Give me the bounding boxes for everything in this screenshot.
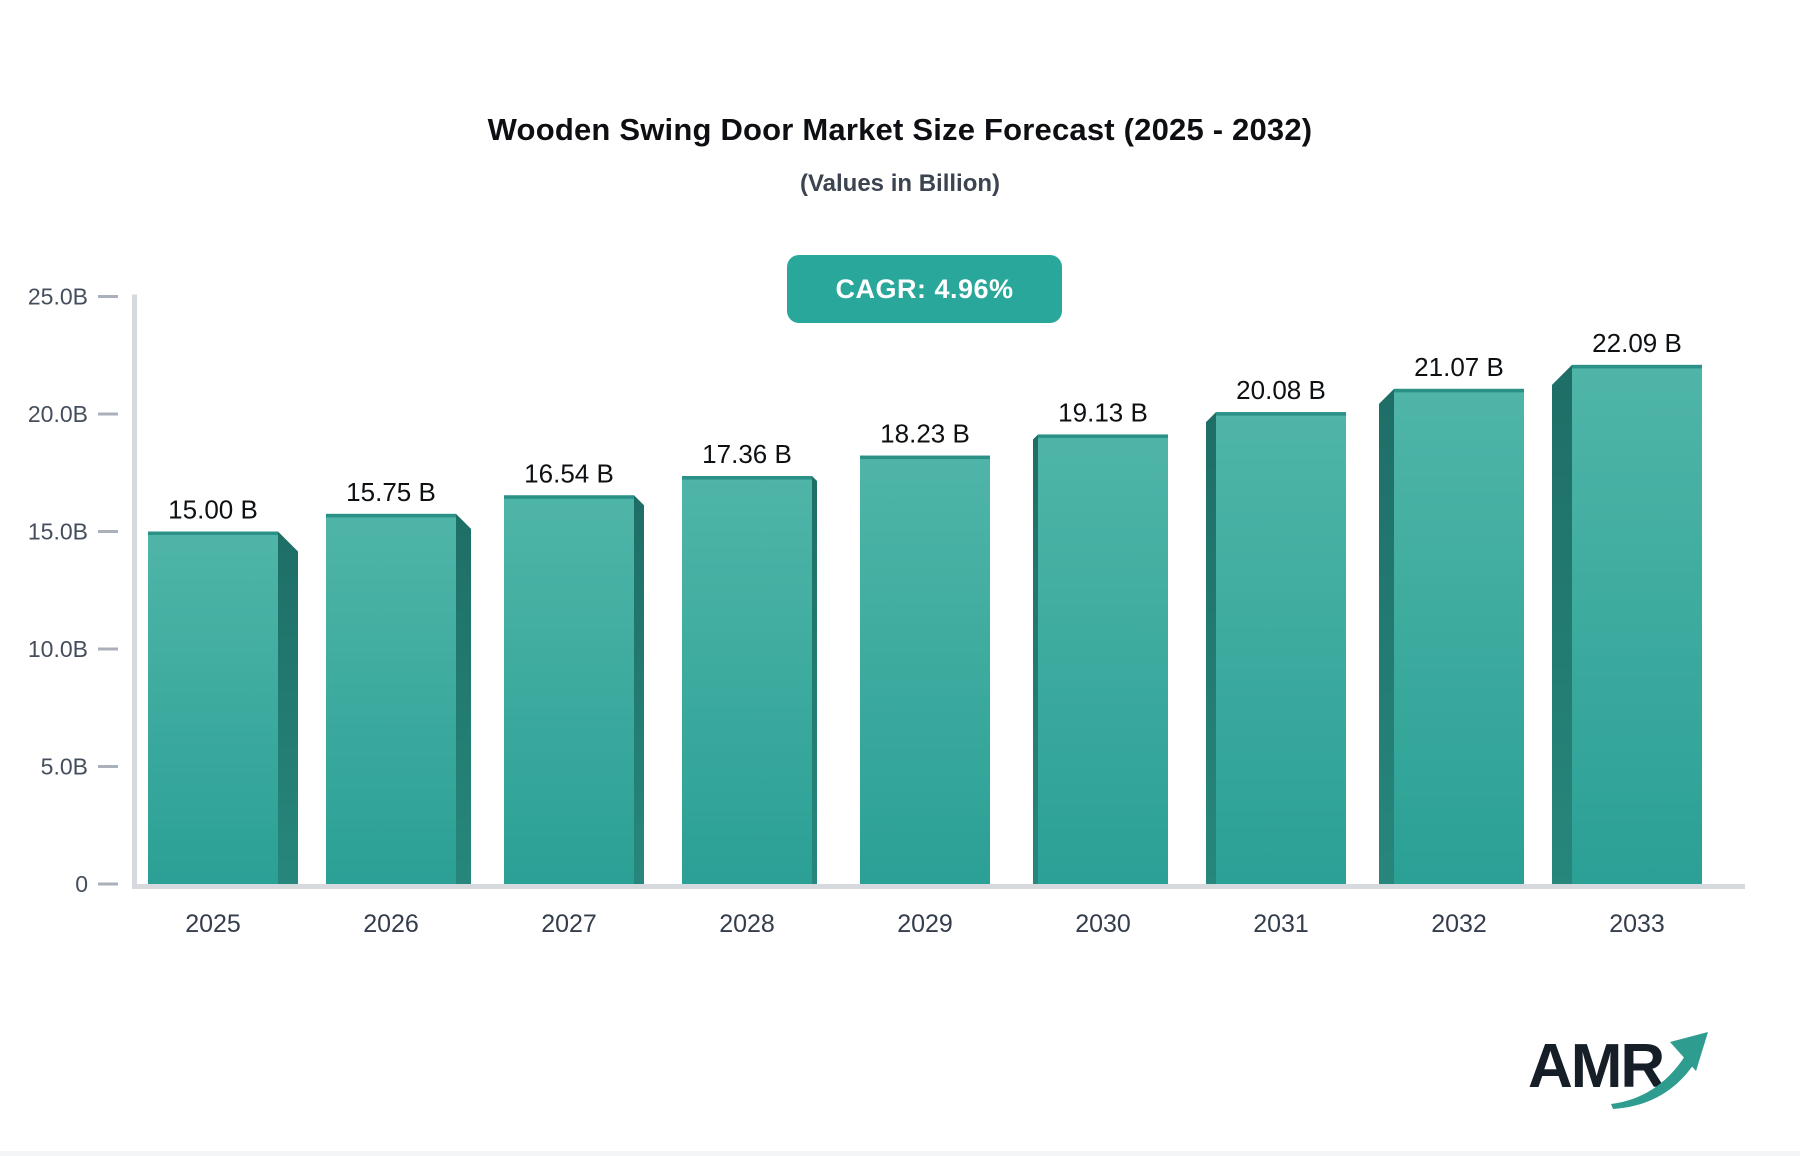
bar-top-edge-2033 <box>1572 364 1702 369</box>
x-tick-label-2029: 2029 <box>897 910 953 938</box>
x-tick-label-2027: 2027 <box>541 910 597 938</box>
bar-top-edge-2031 <box>1216 412 1346 416</box>
bar-side-2033 <box>1552 364 1572 884</box>
bar-top-edge-2032 <box>1394 388 1524 393</box>
bar-top-edge-2026 <box>326 513 456 518</box>
amr-logo: AMR <box>1528 1032 1728 1116</box>
bar-value-label-2033: 22.09 B <box>1592 328 1682 358</box>
bar-2027 <box>504 495 634 884</box>
bar-2028 <box>682 476 812 884</box>
bottom-edge-divider <box>0 1151 1800 1156</box>
y-tick-mark <box>98 882 118 886</box>
bar-side-2032 <box>1379 388 1394 884</box>
x-axis-line <box>132 884 1745 889</box>
x-tick-label-2032: 2032 <box>1431 910 1487 938</box>
bar-top-edge-2027 <box>504 495 634 499</box>
bar-value-label-2029: 18.23 B <box>880 419 970 449</box>
amr-logo-text: AMR <box>1528 1032 1665 1101</box>
y-tick-label: 10.0B <box>28 636 88 662</box>
bar-side-2026 <box>456 513 471 884</box>
bar-top-edge-2030 <box>1038 434 1168 438</box>
y-tick-mark <box>98 765 118 768</box>
bar-side-2025 <box>278 531 298 884</box>
chart-title: Wooden Swing Door Market Size Forecast (… <box>487 112 1313 147</box>
bar-2031 <box>1216 412 1346 884</box>
bar-2025 <box>148 531 278 884</box>
bar-value-label-2026: 15.75 B <box>346 477 436 507</box>
bar-2033 <box>1572 364 1702 884</box>
y-tick-label: 25.0B <box>28 284 88 310</box>
bar-top-edge-2028 <box>682 476 812 480</box>
bar-value-label-2028: 17.36 B <box>702 439 792 469</box>
bar-2029 <box>860 455 990 884</box>
x-tick-label-2033: 2033 <box>1609 910 1665 938</box>
bar-2030 <box>1038 434 1168 884</box>
x-tick-label-2025: 2025 <box>185 910 241 938</box>
bar-top-edge-2025 <box>148 531 278 535</box>
y-tick-label: 20.0B <box>28 401 88 427</box>
y-axis-line <box>132 294 137 889</box>
chart-subtitle: (Values in Billion) <box>799 170 1001 197</box>
bar-side-2028 <box>812 476 817 884</box>
bar-value-label-2027: 16.54 B <box>524 458 614 488</box>
bar-2032 <box>1394 388 1524 884</box>
x-tick-label-2030: 2030 <box>1075 910 1131 938</box>
cagr-badge-label: CAGR: 4.96% <box>835 273 1014 304</box>
x-tick-label-2028: 2028 <box>719 910 775 938</box>
y-tick-mark <box>98 530 118 533</box>
y-tick-label: 0 <box>75 871 88 897</box>
bar-value-label-2032: 21.07 B <box>1414 352 1504 382</box>
y-tick-mark <box>98 647 118 651</box>
x-tick-label-2026: 2026 <box>363 910 419 938</box>
bar-value-label-2025: 15.00 B <box>168 495 258 525</box>
y-tick-label: 5.0B <box>41 754 88 780</box>
bar-side-2031 <box>1206 412 1216 884</box>
bar-top-edge-2029 <box>860 455 990 460</box>
y-tick-label: 15.0B <box>28 519 88 545</box>
bar-value-label-2031: 20.08 B <box>1236 375 1326 405</box>
y-tick-mark <box>98 412 118 416</box>
bar-side-2030 <box>1033 434 1038 884</box>
bar-2026 <box>326 513 456 884</box>
bar-side-2027 <box>634 495 644 884</box>
growth-arrow-icon <box>1611 1032 1708 1109</box>
bar-value-label-2030: 19.13 B <box>1058 397 1148 427</box>
x-tick-label-2031: 2031 <box>1253 910 1309 938</box>
cagr-badge: CAGR: 4.96% <box>787 255 1062 323</box>
y-tick-mark <box>98 295 118 298</box>
